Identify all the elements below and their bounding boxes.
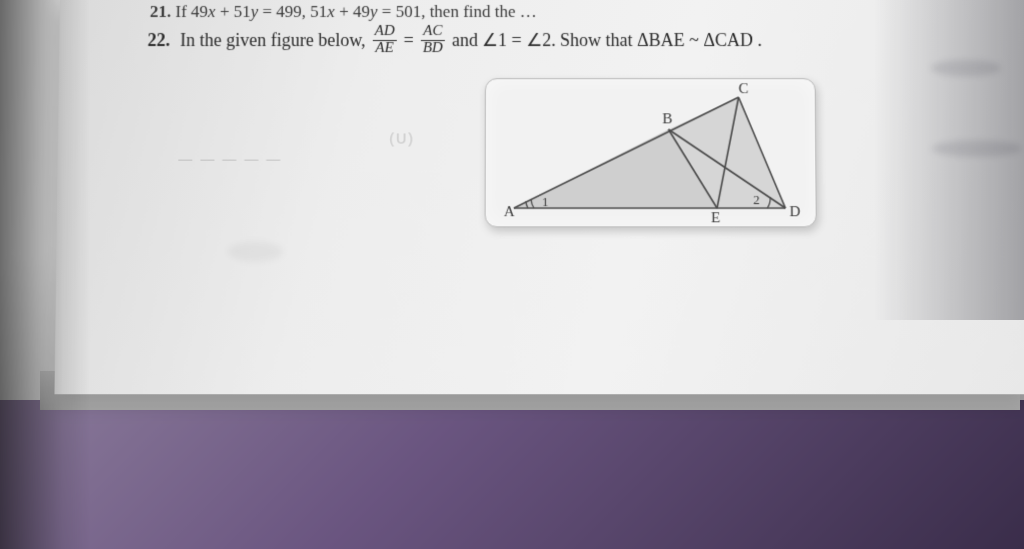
problem-lead: In the given figure below, [180, 30, 366, 51]
showthrough-text-1: — — — — — [178, 151, 282, 167]
figure-card: A E D B C 1 2 [485, 78, 817, 227]
smudge-1 [228, 242, 284, 262]
and-text: and [452, 30, 478, 51]
desk-surface [0, 400, 1024, 549]
show-text: Show that ΔBAE ~ ΔCAD . [560, 30, 762, 51]
fraction-ad-ae: AD AE [373, 24, 397, 57]
textbook-page: 21. If 49x + 51y = 499, 51x + 49y = 501,… [54, 0, 1024, 394]
problem-number: 22. [147, 30, 170, 51]
angle2-label: 2 [753, 192, 760, 207]
smudge-2 [931, 60, 1001, 76]
label-a: A [504, 204, 515, 220]
angle1-label: 1 [542, 194, 549, 209]
problem-22: 22. In the given figure below, AD AE = A… [147, 24, 762, 57]
problem-21-partial: 21. If 49x + 51y = 499, 51x + 49y = 501,… [150, 2, 537, 22]
showthrough-text-2: (U) [389, 130, 415, 146]
triangle-diagram: A E D B C 1 2 [486, 79, 818, 228]
fraction-ac-bd: AC BD [421, 24, 445, 57]
label-c: C [738, 81, 748, 97]
label-b: B [662, 111, 672, 127]
label-e: E [711, 210, 720, 226]
equals-sign: = [404, 30, 414, 51]
label-d: D [789, 204, 800, 220]
smudge-3 [932, 140, 1023, 156]
angle-equation: ∠1 = ∠2. [482, 30, 556, 51]
